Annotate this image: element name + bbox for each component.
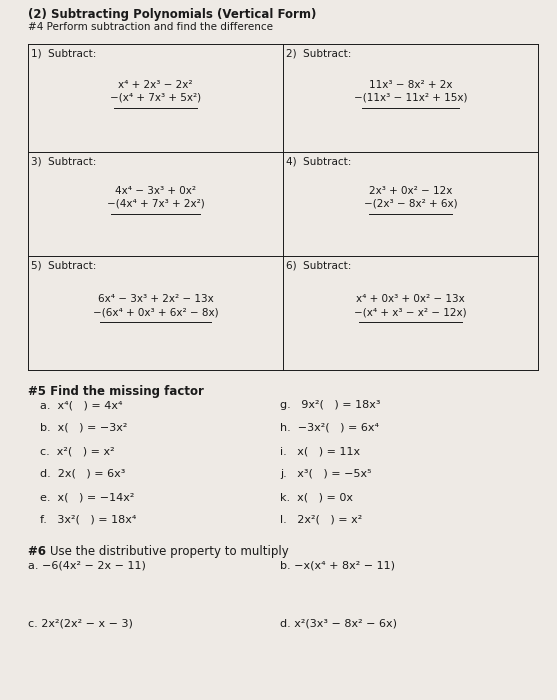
Text: d. x²(3x³ − 8x² − 6x): d. x²(3x³ − 8x² − 6x)	[280, 618, 397, 628]
Text: e.  x(   ) = −14x²: e. x( ) = −14x²	[40, 492, 134, 502]
Text: 5)  Subtract:: 5) Subtract:	[31, 260, 96, 270]
Text: i.   x(   ) = 11x: i. x( ) = 11x	[280, 446, 360, 456]
Text: h.  −3x²(   ) = 6x⁴: h. −3x²( ) = 6x⁴	[280, 423, 379, 433]
Text: 1)  Subtract:: 1) Subtract:	[31, 48, 96, 58]
Text: 3)  Subtract:: 3) Subtract:	[31, 156, 96, 166]
Text: b. −x(x⁴ + 8x² − 11): b. −x(x⁴ + 8x² − 11)	[280, 561, 395, 571]
Text: #6: #6	[28, 545, 50, 558]
Text: a.  x⁴(   ) = 4x⁴: a. x⁴( ) = 4x⁴	[40, 400, 123, 410]
Text: b.  x(   ) = −3x²: b. x( ) = −3x²	[40, 423, 128, 433]
Text: Use the distributive property to multiply: Use the distributive property to multipl…	[50, 545, 289, 558]
Text: −(2x³ − 8x² + 6x): −(2x³ − 8x² + 6x)	[364, 199, 457, 209]
Text: x⁴ + 2x³ − 2x²: x⁴ + 2x³ − 2x²	[118, 80, 193, 90]
Text: k.  x(   ) = 0x: k. x( ) = 0x	[280, 492, 353, 502]
Text: f.   3x²(   ) = 18x⁴: f. 3x²( ) = 18x⁴	[40, 515, 136, 525]
Text: a. −6(4x² − 2x − 11): a. −6(4x² − 2x − 11)	[28, 561, 146, 571]
Text: c.  x²(   ) = x²: c. x²( ) = x²	[40, 446, 115, 456]
Text: −(6x⁴ + 0x³ + 6x² − 8x): −(6x⁴ + 0x³ + 6x² − 8x)	[92, 307, 218, 317]
Text: −(11x³ − 11x² + 15x): −(11x³ − 11x² + 15x)	[354, 92, 467, 103]
Text: 4x⁴ − 3x³ + 0x²: 4x⁴ − 3x³ + 0x²	[115, 186, 196, 196]
Text: (2) Subtracting Polynomials (Vertical Form): (2) Subtracting Polynomials (Vertical Fo…	[28, 8, 316, 21]
Text: 6x⁴ − 3x³ + 2x² − 13x: 6x⁴ − 3x³ + 2x² − 13x	[97, 294, 213, 304]
Text: 2)  Subtract:: 2) Subtract:	[286, 48, 351, 58]
Text: x⁴ + 0x³ + 0x² − 13x: x⁴ + 0x³ + 0x² − 13x	[356, 294, 465, 304]
Text: c. 2x²(2x² − x − 3): c. 2x²(2x² − x − 3)	[28, 618, 133, 628]
Text: 6)  Subtract:: 6) Subtract:	[286, 260, 351, 270]
Text: l.   2x²(   ) = x²: l. 2x²( ) = x²	[280, 515, 362, 525]
Text: −(x⁴ + x³ − x² − 12x): −(x⁴ + x³ − x² − 12x)	[354, 307, 467, 317]
Text: j.   x³(   ) = −5x⁵: j. x³( ) = −5x⁵	[280, 469, 372, 479]
Text: g.   9x²(   ) = 18x³: g. 9x²( ) = 18x³	[280, 400, 380, 410]
Text: 11x³ − 8x² + 2x: 11x³ − 8x² + 2x	[369, 80, 452, 90]
Text: #5 Find the missing factor: #5 Find the missing factor	[28, 385, 204, 398]
Text: d.  2x(   ) = 6x³: d. 2x( ) = 6x³	[40, 469, 125, 479]
Text: #4 Perform subtraction and find the difference: #4 Perform subtraction and find the diff…	[28, 22, 273, 32]
Text: 2x³ + 0x² − 12x: 2x³ + 0x² − 12x	[369, 186, 452, 196]
Text: −(x⁴ + 7x³ + 5x²): −(x⁴ + 7x³ + 5x²)	[110, 92, 201, 103]
Text: −(4x⁴ + 7x³ + 2x²): −(4x⁴ + 7x³ + 2x²)	[106, 199, 204, 209]
Text: 4)  Subtract:: 4) Subtract:	[286, 156, 351, 166]
